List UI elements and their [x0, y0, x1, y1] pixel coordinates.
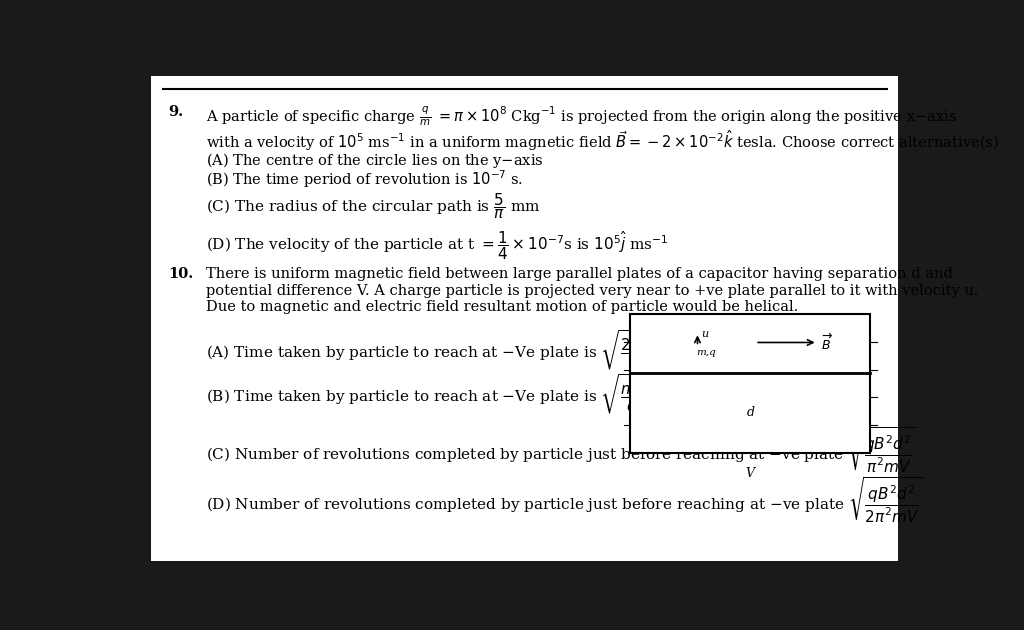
Text: with a velocity of $10^5$ ms$^{-1}$ in a uniform magnetic field $\vec{B}=-2\time: with a velocity of $10^5$ ms$^{-1}$ in a…	[206, 128, 998, 153]
Text: V: V	[745, 467, 755, 480]
Text: (D) The velocity of the particle at t $=\dfrac{1}{4}\times10^{-7}$s is $10^5\hat: (D) The velocity of the particle at t $=…	[206, 229, 668, 262]
Text: (B) Time taken by particle to reach at $-$Ve plate is $\sqrt{\dfrac{md^2}{qV}}$: (B) Time taken by particle to reach at $…	[206, 372, 658, 416]
Text: (A) Time taken by particle to reach at $-$Ve plate is $\sqrt{\dfrac{2md^2}{qV}}$: (A) Time taken by particle to reach at $…	[206, 328, 672, 372]
Text: u: u	[701, 329, 709, 340]
Text: potential difference V. A charge particle is projected very near to +ve plate pa: potential difference V. A charge particl…	[206, 284, 978, 297]
Text: (B) The time period of revolution is $10^{-7}$ s.: (B) The time period of revolution is $10…	[206, 168, 522, 190]
Text: Due to magnetic and electric field resultant motion of particle would be helical: Due to magnetic and electric field resul…	[206, 301, 798, 314]
Text: m,q: m,q	[696, 348, 716, 357]
Text: A particle of specific charge $\frac{q}{m}$ $=\pi\times10^{8}$ Ckg$^{-1}$ is pro: A particle of specific charge $\frac{q}{…	[206, 105, 956, 128]
Text: d: d	[746, 406, 755, 419]
Text: (C) The radius of the circular path is $\dfrac{5}{\pi}$ mm: (C) The radius of the circular path is $…	[206, 191, 540, 221]
Text: (D) Number of revolutions completed by particle just before reaching at $-$ve pl: (D) Number of revolutions completed by p…	[206, 476, 923, 525]
Bar	[630, 314, 870, 453]
Text: $\overrightarrow{B}$: $\overrightarrow{B}$	[820, 333, 833, 353]
Text: 9.: 9.	[168, 105, 183, 119]
Text: 10.: 10.	[168, 266, 194, 280]
Text: (C) Number of revolutions completed by particle just before reaching at $-$ve pl: (C) Number of revolutions completed by p…	[206, 426, 916, 475]
Text: There is uniform magnetic field between large parallel plates of a capacitor hav: There is uniform magnetic field between …	[206, 266, 952, 280]
Text: (A) The centre of the circle lies on the y$-$axis: (A) The centre of the circle lies on the…	[206, 151, 543, 170]
